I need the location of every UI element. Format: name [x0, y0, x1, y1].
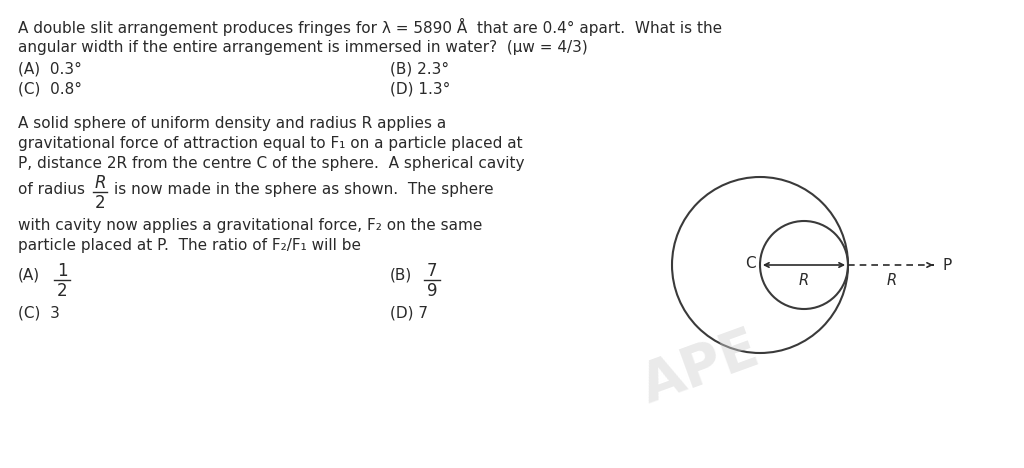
Text: (A): (A) [18, 268, 40, 283]
Text: 2: 2 [94, 194, 105, 212]
Text: gravitational force of attraction equal to F₁ on a particle placed at: gravitational force of attraction equal … [18, 136, 522, 151]
Text: (C)  3: (C) 3 [18, 306, 59, 321]
Text: P, distance 2R from the centre C of the sphere.  A spherical cavity: P, distance 2R from the centre C of the … [18, 156, 524, 171]
Text: angular width if the entire arrangement is immersed in water?  (μw = 4/3): angular width if the entire arrangement … [18, 40, 588, 55]
Text: 7: 7 [427, 262, 437, 280]
Text: with cavity now applies a gravitational force, F₂ on the same: with cavity now applies a gravitational … [18, 218, 482, 233]
Text: particle placed at P.  The ratio of F₂/F₁ will be: particle placed at P. The ratio of F₂/F₁… [18, 238, 361, 253]
Text: 1: 1 [56, 262, 68, 280]
Text: 9: 9 [427, 282, 437, 300]
Text: (C)  0.8°: (C) 0.8° [18, 82, 82, 97]
Text: of radius: of radius [18, 182, 85, 197]
Text: A double slit arrangement produces fringes for λ = 5890 Å  that are 0.4° apart. : A double slit arrangement produces fring… [18, 18, 722, 36]
Text: R: R [887, 273, 897, 288]
Text: is now made in the sphere as shown.  The sphere: is now made in the sphere as shown. The … [114, 182, 494, 197]
Text: (B) 2.3°: (B) 2.3° [390, 62, 450, 77]
Text: (A)  0.3°: (A) 0.3° [18, 62, 82, 77]
Text: C: C [745, 256, 756, 271]
Text: R: R [94, 174, 105, 192]
Text: 2: 2 [56, 282, 68, 300]
Text: APE: APE [634, 322, 766, 414]
Text: A solid sphere of uniform density and radius R applies a: A solid sphere of uniform density and ra… [18, 116, 446, 131]
Text: (D) 1.3°: (D) 1.3° [390, 82, 451, 97]
Text: P: P [942, 257, 951, 272]
Text: (B): (B) [390, 268, 413, 283]
Text: (D) 7: (D) 7 [390, 306, 428, 321]
Text: R: R [799, 273, 809, 288]
